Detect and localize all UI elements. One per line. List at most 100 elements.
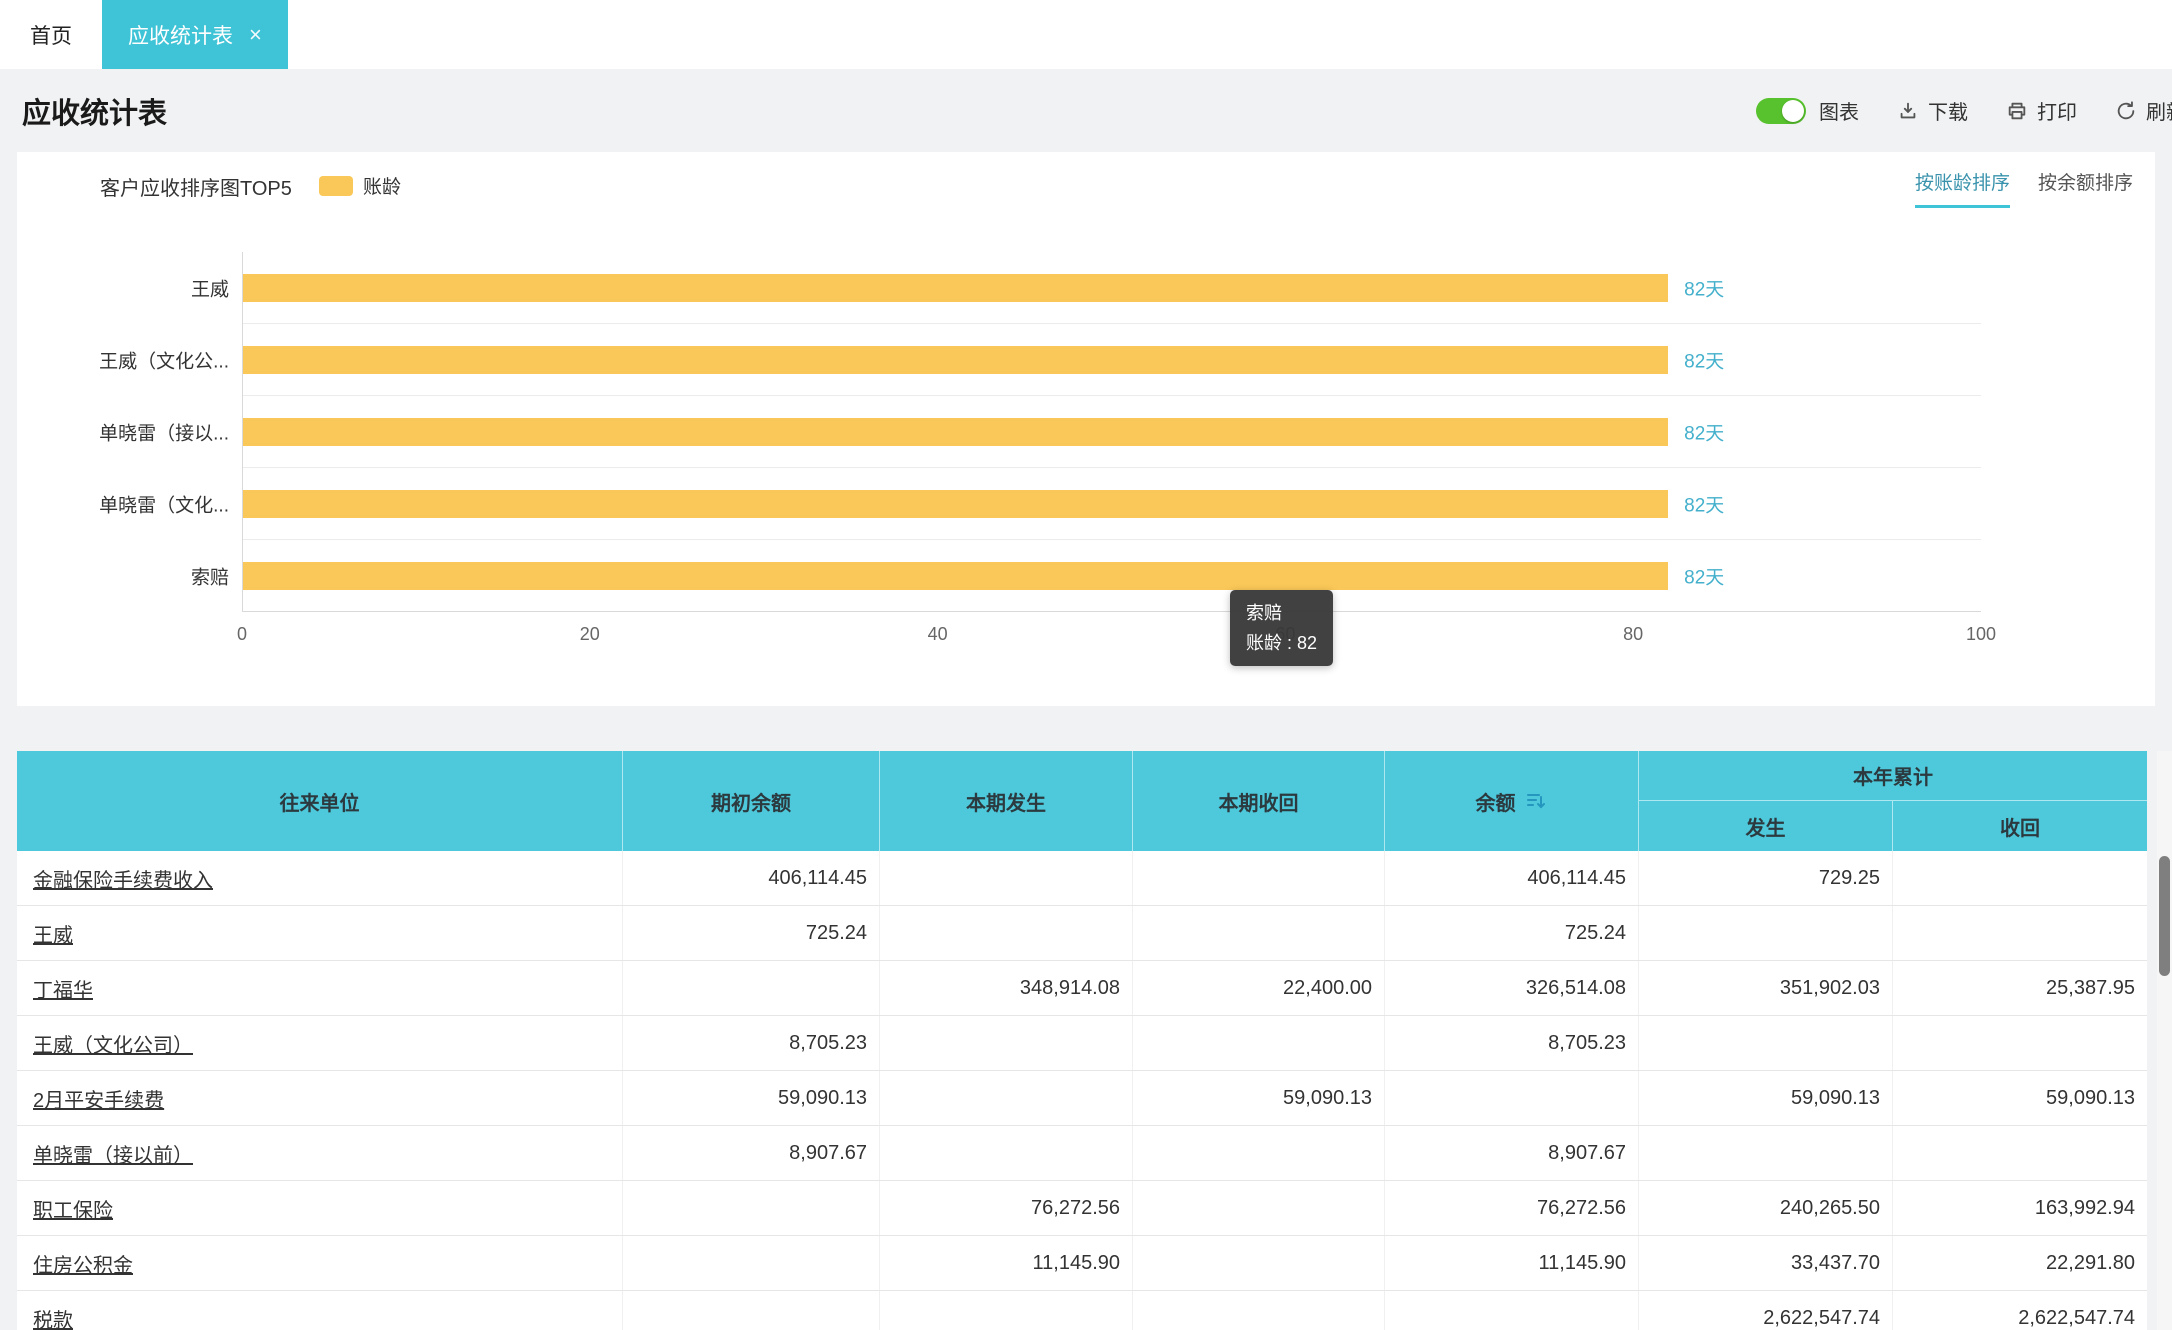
bar[interactable]	[243, 562, 1669, 590]
bar-row: 王威（文化公... 82天	[99, 324, 1981, 396]
x-axis-tick: 100	[1965, 624, 1997, 644]
category-label: 王威（文化公...	[99, 351, 229, 372]
amount-cell: 8,907.67	[1385, 1126, 1639, 1180]
table-row: 职工保险 76,272.56 76,272.56 240,265.50 163,992.…	[17, 1181, 2147, 1236]
bar[interactable]	[243, 490, 1669, 518]
download-icon	[1897, 100, 1919, 122]
legend-swatch	[319, 175, 353, 196]
bar-value-label: 82天	[1684, 279, 1725, 300]
amount-cell	[1133, 1126, 1385, 1180]
tooltip-value: 账龄 : 82	[1246, 633, 1318, 654]
amount-cell: 59,090.13	[623, 1071, 880, 1125]
close-icon[interactable]: ×	[249, 21, 262, 47]
category-label: 单晓雷（文化...	[99, 495, 229, 516]
amount-cell: 725.24	[1385, 906, 1639, 960]
download-button[interactable]: 下载	[1897, 96, 1968, 125]
bar-row: 单晓雷（文化... 82天	[99, 468, 1981, 540]
legend-item-aging[interactable]: 账龄	[319, 172, 401, 199]
header-period-received: 本期收回	[1133, 751, 1385, 851]
amount-cell: 11,145.90	[1385, 1236, 1639, 1290]
company-cell: 王威（文化公司）	[17, 1016, 623, 1070]
table-row: 王威 725.24 725.24	[17, 906, 2147, 961]
header-opening-balance: 期初余额	[623, 751, 880, 851]
header-company: 往来单位	[17, 751, 623, 851]
amount-cell	[623, 1236, 880, 1290]
company-link[interactable]: 王威	[33, 924, 73, 947]
x-axis: 020406080100	[237, 624, 1996, 650]
chart-toggle-label: 图表	[1819, 102, 1859, 124]
table-body: 金融保险手续费收入 406,114.45 406,114.45 729.25 王威 725…	[17, 851, 2147, 1330]
tooltip-title: 索赔	[1246, 603, 1282, 623]
amount-cell: 163,992.94	[2034, 1196, 2135, 1219]
sort-tab-1[interactable]: 按余额排序	[2037, 173, 2133, 194]
company-cell: 住房公积金	[17, 1236, 623, 1290]
amount-cell	[880, 906, 1133, 960]
header-year-received: 收回	[2000, 817, 2040, 840]
amount-cell	[1133, 1181, 1385, 1235]
chart-title: 客户应收排序图TOP5	[100, 178, 292, 200]
amount-cell: 22,291.80	[2046, 1251, 2135, 1274]
sort-descending-icon[interactable]	[1524, 789, 1548, 813]
x-axis-tick: 40	[927, 624, 948, 644]
tab-receivable-stats[interactable]: 应收统计表 ×	[102, 0, 288, 69]
bar-value-label: 82天	[1684, 567, 1725, 589]
amount-cell	[1133, 851, 1385, 905]
amount-cell	[623, 1181, 880, 1235]
company-cell: 税款	[17, 1291, 623, 1330]
print-button[interactable]: 打印	[2006, 96, 2077, 125]
category-label: 索赔	[190, 567, 229, 589]
company-link[interactable]: 住房公积金	[33, 1254, 133, 1277]
bar-row: 索赔 82天	[191, 540, 1981, 612]
amount-cell: 725.24	[623, 906, 880, 960]
table-row: 丁福华 348,914.08 22,400.00 326,514.08 351,902.…	[17, 961, 2147, 1016]
page-title: 应收统计表	[22, 97, 168, 130]
amount-cell: 348,914.08	[880, 961, 1133, 1015]
amount-cell: 351,902.03	[1639, 961, 1893, 1015]
amount-cell: 76,272.56	[1385, 1181, 1639, 1235]
vertical-scrollbar[interactable]	[2157, 751, 2172, 1330]
amount-cell	[1893, 1016, 2147, 1070]
company-link[interactable]: 王威（文化公司）	[33, 1034, 193, 1057]
company-link[interactable]: 丁福华	[33, 979, 93, 1002]
legend-label: 账龄	[363, 177, 402, 198]
amount-cell	[1639, 1016, 1893, 1070]
category-label: 王威	[190, 279, 229, 300]
table-row: 单晓雷（接以前） 8,907.67 8,907.67	[17, 1126, 2147, 1181]
bar[interactable]	[243, 274, 1669, 302]
company-cell: 王威	[17, 906, 623, 960]
scrollbar-thumb[interactable]	[2159, 856, 2170, 976]
refresh-label: 刷新	[2146, 102, 2172, 124]
refresh-button[interactable]: 刷新	[2115, 96, 2172, 125]
amount-cell	[1639, 1126, 1893, 1180]
amount-cell	[1133, 906, 1385, 960]
company-link[interactable]: 金融保险手续费收入	[33, 869, 213, 892]
amount-cell: 8,705.23	[623, 1016, 880, 1070]
sort-tab-0[interactable]: 按账龄排序	[1914, 168, 2010, 208]
company-link[interactable]: 2月平安手续费	[33, 1089, 165, 1112]
amount-cell	[623, 1291, 880, 1330]
amount-cell: 2,622,547.74	[1639, 1291, 1893, 1330]
amount-cell	[880, 1016, 1133, 1070]
company-link[interactable]: 单晓雷（接以前）	[33, 1144, 193, 1167]
amount-cell	[623, 961, 880, 1015]
company-cell: 丁福华	[17, 961, 623, 1015]
tab-home[interactable]: 首页	[30, 24, 72, 48]
bar[interactable]	[243, 346, 1669, 374]
amount-cell	[1133, 1236, 1385, 1290]
header-balance-label: 余额	[1475, 792, 1516, 815]
tab-bar: 首页 应收统计表 ×	[0, 0, 2172, 69]
amount-cell: 59,090.13	[1639, 1071, 1893, 1125]
bar[interactable]	[243, 418, 1669, 446]
bar-plot: 王威 82天 王威（文化公... 82天 单晓雷（接以... 82天 单晓雷（文化... 82…	[99, 252, 1981, 612]
print-icon	[2006, 100, 2028, 122]
amount-cell: 76,272.56	[880, 1181, 1133, 1235]
company-link[interactable]: 职工保险	[33, 1199, 113, 1222]
toolbar: 图表 下载 打印 刷新	[1756, 69, 2172, 152]
company-link[interactable]: 税款	[33, 1309, 73, 1330]
chart-toggle[interactable]	[1756, 97, 1806, 124]
table-row: 税款 2,622,547.74 2,622,547.74	[17, 1291, 2147, 1330]
amount-cell	[880, 1071, 1133, 1125]
x-axis-tick: 80	[1623, 624, 1644, 644]
amount-cell	[1385, 1071, 1639, 1125]
chart-sort-tabs: 按账龄排序 按余额排序	[1914, 168, 2133, 208]
